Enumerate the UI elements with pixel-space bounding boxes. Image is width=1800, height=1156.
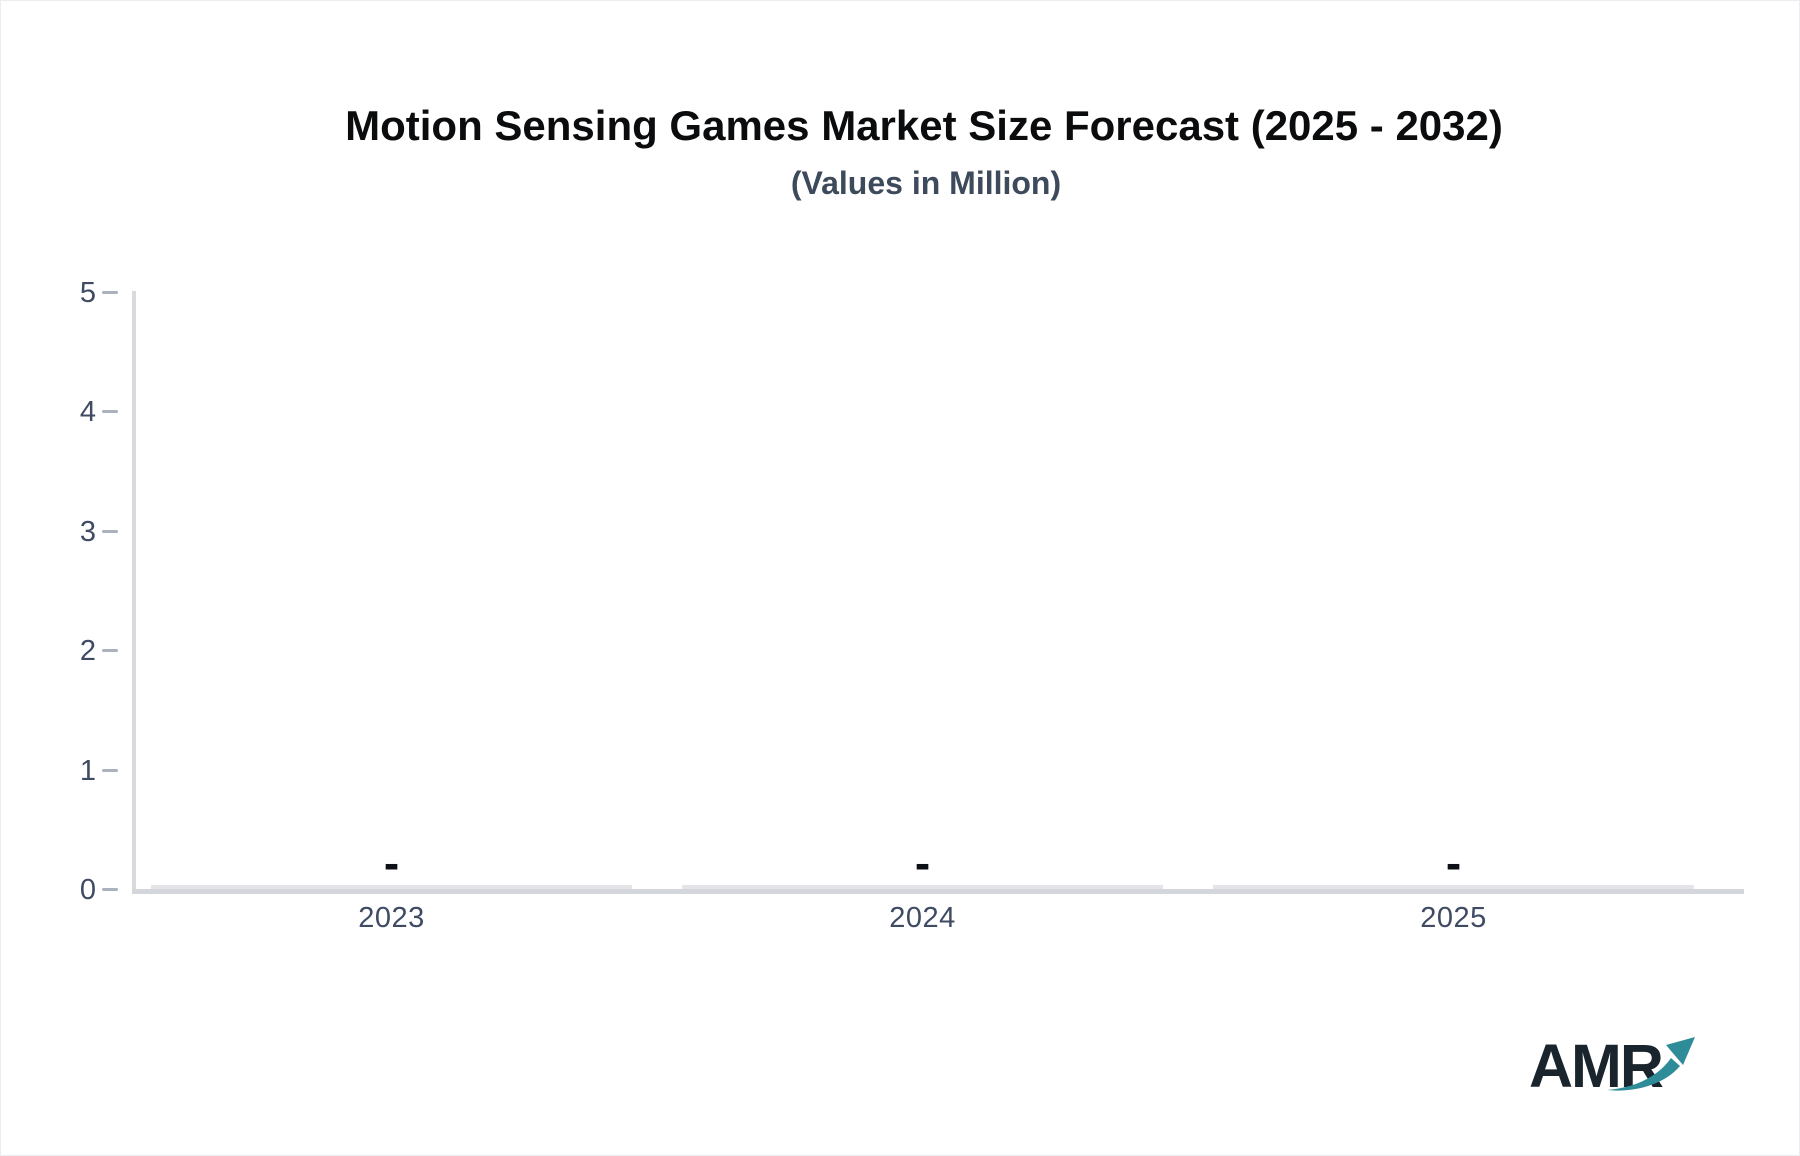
y-axis-line <box>132 291 136 894</box>
y-tick-label: 3 <box>79 515 96 548</box>
amr-logo-text: AMR <box>1529 1032 1664 1100</box>
y-tick-mark <box>102 649 118 652</box>
y-tick-mark <box>102 410 118 413</box>
x-tick-label: 2025 <box>1420 902 1487 934</box>
y-tick-mark <box>102 768 118 772</box>
bar <box>1213 885 1694 889</box>
bar-null-label: - <box>383 837 400 889</box>
y-tick-mark <box>102 529 118 533</box>
x-axis-line <box>132 889 1744 894</box>
bar <box>151 885 632 889</box>
amr-logo: AMR <box>1529 1029 1709 1109</box>
x-tick-label: 2023 <box>358 902 425 934</box>
y-tick-mark <box>102 888 118 891</box>
bar <box>682 885 1163 889</box>
chart-subtitle: (Values in Million) <box>790 165 1062 201</box>
y-tick-mark <box>102 290 118 294</box>
chart-title: Motion Sensing Games Market Size Forecas… <box>345 102 1503 149</box>
y-tick-label: 2 <box>79 635 96 667</box>
y-tick-label: 1 <box>79 754 96 787</box>
bar-null-label: - <box>914 837 931 889</box>
growth-arrow-icon <box>1607 1037 1695 1091</box>
y-tick-label: 0 <box>79 874 96 906</box>
y-tick-label: 5 <box>79 276 96 309</box>
bar-null-label: - <box>1445 837 1462 889</box>
x-tick-label: 2024 <box>889 902 956 934</box>
y-tick-label: 4 <box>79 396 96 428</box>
